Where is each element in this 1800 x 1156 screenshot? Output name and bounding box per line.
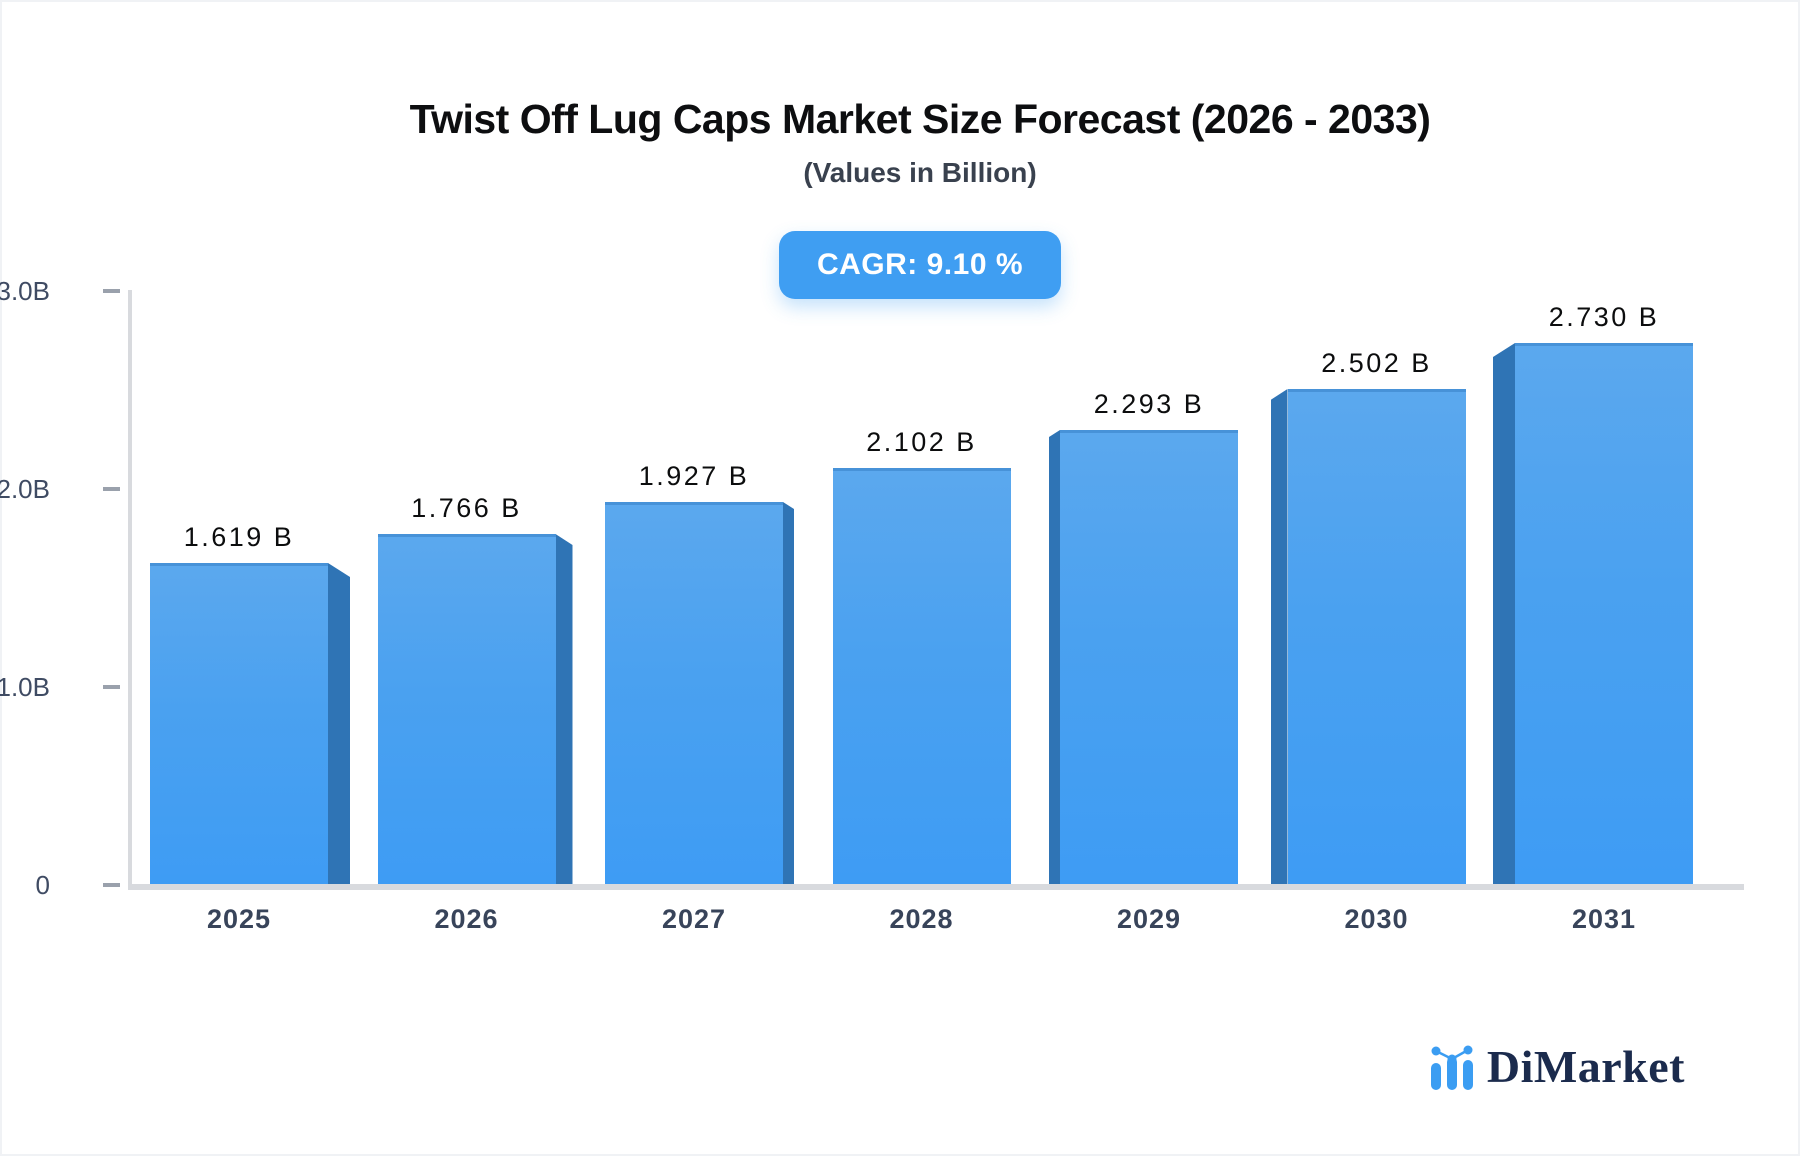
- chart-subtitle: (Values in Billion): [803, 157, 1037, 189]
- y-tick-label: 3.0B: [0, 276, 50, 306]
- y-tick-dash: [103, 685, 120, 689]
- bar: 1.927 B: [605, 461, 794, 884]
- y-tick-dash: [103, 487, 120, 491]
- bar-value-label: 1.766 B: [411, 493, 522, 523]
- bar-face: [150, 563, 328, 884]
- bar-value-label: 2.730 B: [1548, 302, 1660, 332]
- bar-face: [1287, 389, 1466, 884]
- y-tick-label: 1.0B: [0, 672, 50, 702]
- bar-3d-side: [555, 534, 573, 884]
- bar-3d-side: [783, 502, 794, 884]
- bar: 1.619 B: [150, 522, 350, 884]
- bar: 1.766 B: [377, 493, 573, 884]
- bar: 2.502 B: [1270, 348, 1466, 884]
- bar-value-label: 1.619 B: [183, 522, 295, 552]
- bar-3d-side: [1270, 389, 1288, 884]
- chart-title: Twist Off Lug Caps Market Size Forecast …: [409, 96, 1431, 142]
- bar-face: [377, 534, 556, 884]
- dimarket-logo: DiMarket: [1430, 1040, 1685, 1093]
- bar: 2.102 B: [832, 427, 1011, 884]
- bar-3d-side: [1493, 343, 1515, 884]
- bar-face: [1060, 430, 1238, 884]
- y-tick-dash: [103, 289, 120, 293]
- y-axis-tick: 2.0B: [0, 474, 130, 504]
- bar-face: [605, 502, 783, 884]
- bar-face: [1515, 343, 1693, 884]
- bar: 2.293 B: [1049, 389, 1238, 884]
- x-axis-label: 2028: [889, 904, 954, 934]
- y-axis-tick: 1.0B: [0, 672, 130, 702]
- bar-value-label: 2.502 B: [1321, 348, 1432, 378]
- bar-value-label: 2.293 B: [1093, 389, 1205, 419]
- x-axis-label: 2030: [1344, 904, 1409, 934]
- x-axis-label: 2029: [1116, 904, 1182, 934]
- x-axis-label: 2025: [206, 904, 272, 934]
- y-tick-label: 0: [35, 870, 50, 900]
- bar-value-label: 2.102 B: [866, 427, 977, 457]
- y-axis-tick: 3.0B: [0, 276, 130, 306]
- bar-value-label: 1.927 B: [638, 461, 750, 491]
- cagr-badge: CAGR: 9.10 %: [778, 231, 1062, 300]
- y-axis-line: [128, 290, 132, 890]
- x-axis-label: 2031: [1571, 904, 1637, 934]
- bar-face: [832, 468, 1011, 884]
- bar-3d-side: [1049, 430, 1060, 884]
- chart-header: Twist Off Lug Caps Market Size Forecast …: [40, 0, 1800, 300]
- x-axis-label: 2026: [434, 904, 499, 934]
- logo-text: DiMarket: [1486, 1041, 1685, 1092]
- y-tick-dash: [103, 883, 120, 887]
- y-tick-label: 2.0B: [0, 474, 50, 504]
- x-axis-baseline: [128, 884, 1744, 890]
- bar-3d-side: [328, 563, 350, 884]
- y-axis-tick: 0: [0, 870, 130, 900]
- bar: 2.730 B: [1493, 302, 1693, 884]
- bar-chart-trend-icon: [1430, 1045, 1473, 1090]
- x-axis-label: 2027: [661, 904, 727, 934]
